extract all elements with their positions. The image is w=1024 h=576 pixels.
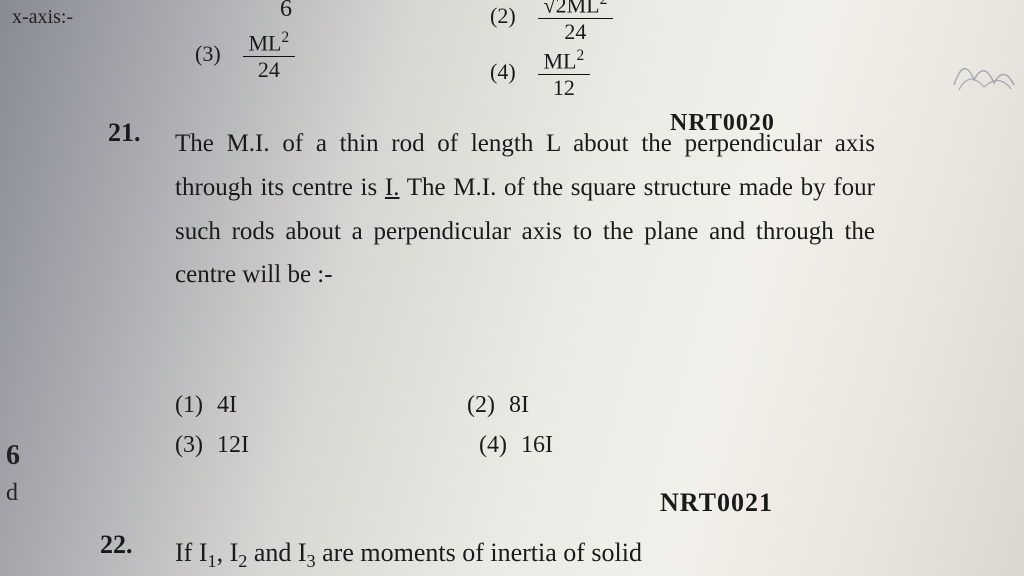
q21-opt1-val: 4I — [217, 392, 237, 418]
margin-d-label: d — [6, 480, 18, 507]
q21-body: The M.I. of a thin rod of length L about… — [175, 122, 875, 297]
prev-opt4-num-sup: 2 — [577, 47, 585, 64]
q21-opt4-val: 16I — [521, 432, 553, 458]
prev-opt2-den: 24 — [558, 19, 592, 43]
q22-body-pre: If I — [175, 538, 207, 567]
q22-body-mid1: , I — [217, 538, 239, 567]
q22-sub1: 1 — [207, 551, 216, 571]
prev-option-4: (4) ML2 12 — [490, 48, 590, 99]
prev-opt4-num: ML — [544, 48, 577, 73]
prev-opt3-num: ML — [249, 30, 282, 55]
prev-opt3-den: 24 — [252, 57, 286, 81]
q21-options-row2: (3)12I (4)16I — [175, 432, 783, 459]
prev-opt2-num: √2ML — [544, 0, 600, 17]
q21-option-2: (2)8I — [467, 392, 529, 419]
q21-opt1-label: (1) — [175, 392, 217, 419]
q21-opt3-val: 12I — [217, 432, 249, 458]
prev-option-2: (2) √2ML2 24 — [490, 0, 613, 43]
prev-opt3-label: (3) — [195, 41, 237, 67]
q21-option-4: (4)16I — [479, 432, 553, 459]
q21-opt4-label: (4) — [479, 432, 521, 459]
q21-opt2-label: (2) — [467, 392, 509, 419]
margin-xaxis-label: x-axis:- — [12, 6, 73, 29]
prev-opt3-fraction: ML2 24 — [243, 30, 296, 81]
q21-body-underlined: I. — [385, 174, 400, 201]
q21-opt3-label: (3) — [175, 432, 217, 459]
q21-number: 21. — [108, 118, 141, 148]
prev-opt2-label: (2) — [490, 3, 532, 29]
q22-sub3: 3 — [307, 551, 316, 571]
margin-six-label: 6 — [6, 440, 20, 472]
handwritten-doodle-icon — [949, 45, 1019, 95]
prev-opt2-num-sup: 2 — [600, 0, 608, 8]
q21-option-3: (3)12I — [175, 432, 249, 459]
q22-code: NRT0021 — [660, 488, 773, 518]
prev-opt2-fraction: √2ML2 24 — [538, 0, 614, 43]
q22-body-post: are moments of inertia of solid — [316, 538, 642, 567]
q22-body-mid2: and I — [247, 538, 306, 567]
q21-option-1: (1)4I — [175, 392, 237, 419]
q21-options-row1: (1)4I (2)8I — [175, 392, 759, 419]
q22-body: If I1, I2 and I3 are moments of inertia … — [175, 530, 895, 576]
prev-opt3-num-sup: 2 — [282, 29, 290, 46]
page-container: x-axis:- 6 d 6 (2) √2ML2 24 (3) ML2 24 (… — [0, 0, 1024, 576]
prev-opt4-den: 12 — [547, 75, 581, 99]
q22-sub2: 2 — [238, 551, 247, 571]
q21-opt2-val: 8I — [509, 392, 529, 418]
prev-top-6: 6 — [280, 0, 292, 23]
prev-opt4-label: (4) — [490, 59, 532, 85]
prev-option-3: (3) ML2 24 — [195, 30, 295, 81]
q22-number: 22. — [100, 530, 133, 560]
prev-opt4-fraction: ML2 12 — [538, 48, 591, 99]
